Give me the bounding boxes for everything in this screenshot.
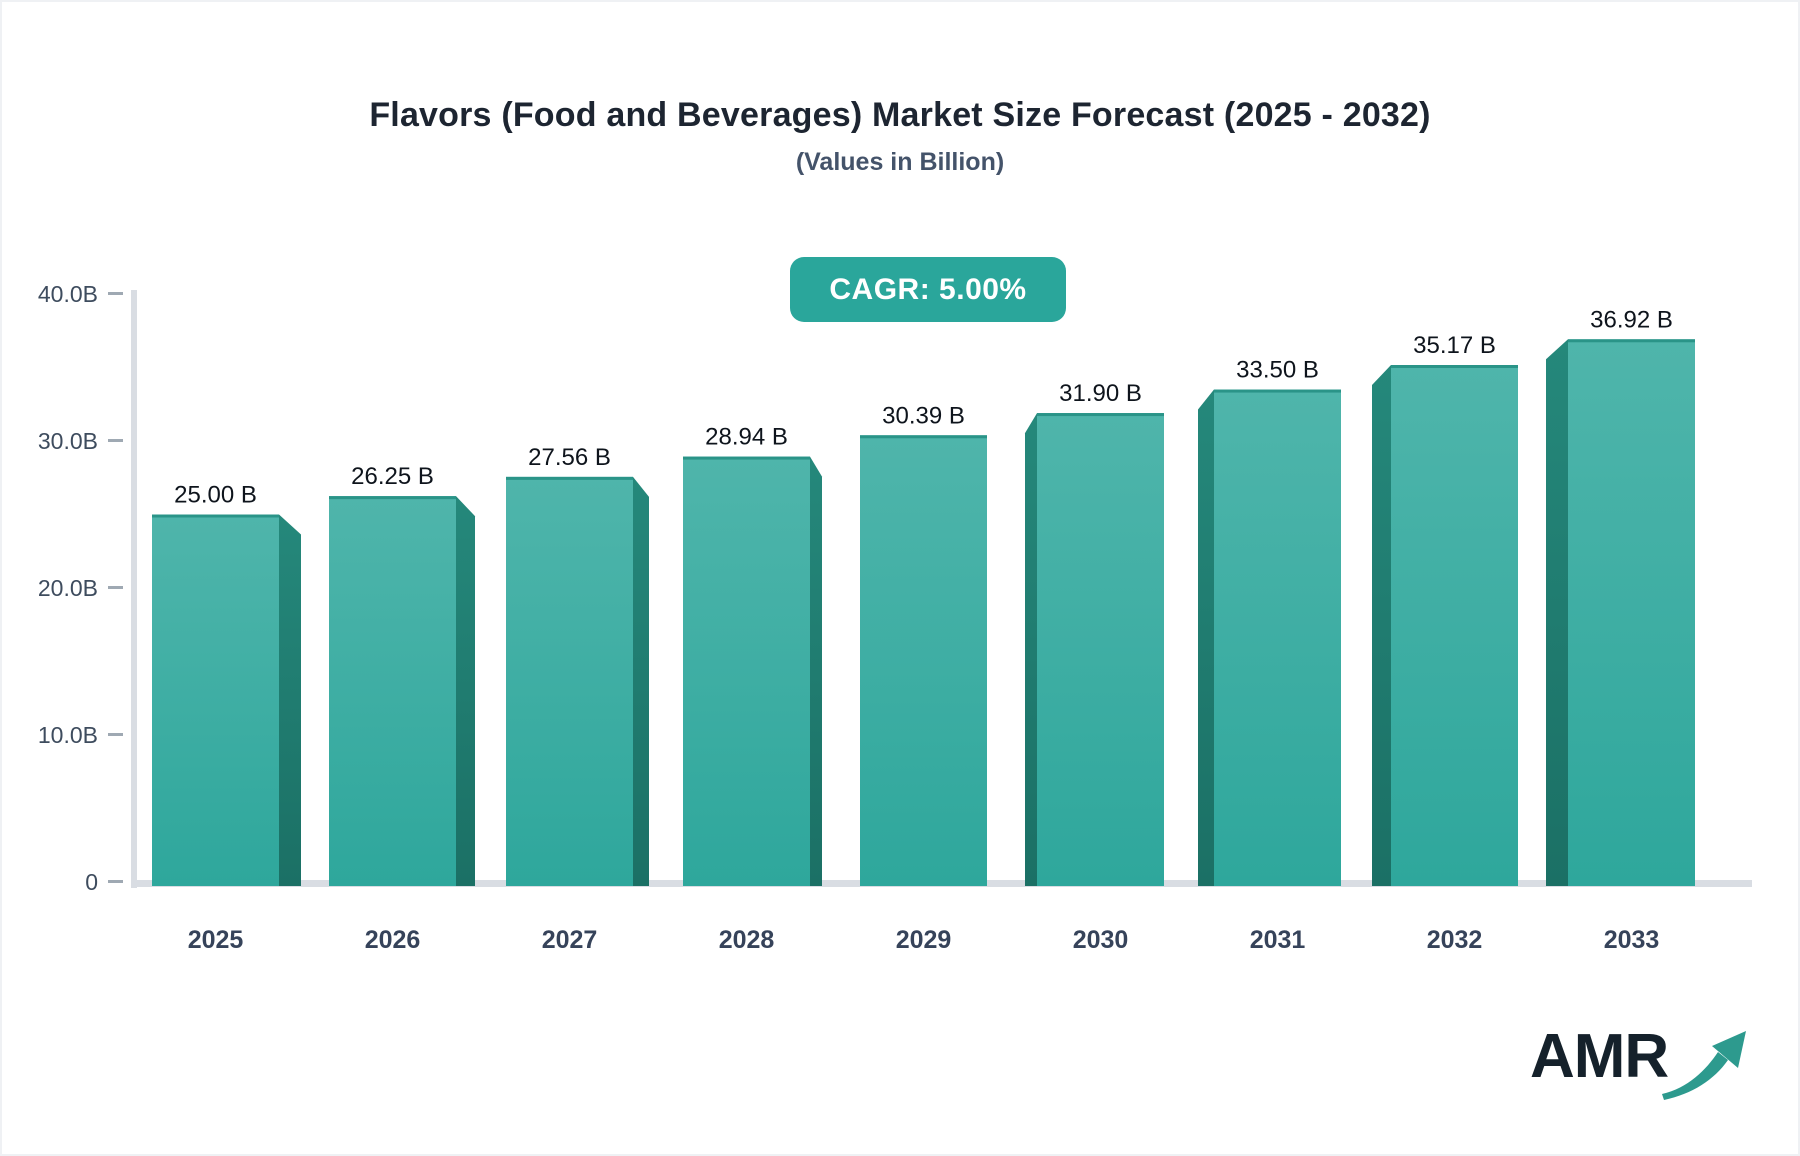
bar-top-edge: [152, 514, 279, 518]
bar-value-label: 35.17 B: [1413, 332, 1496, 359]
x-tick-label: 2029: [896, 926, 952, 954]
bar-value-label: 31.90 B: [1059, 380, 1142, 407]
y-tick-dash: [108, 733, 123, 736]
bar-value-label: 33.50 B: [1236, 357, 1319, 384]
x-tick-label: 2028: [719, 926, 775, 954]
y-tick-dash: [108, 292, 123, 295]
y-tick-label: 40.0B: [38, 281, 98, 307]
y-tick-label: 10.0B: [38, 722, 98, 748]
bar-side-face: [633, 476, 649, 886]
bar-side-face: [456, 496, 475, 886]
y-tick-dash: [108, 439, 123, 442]
y-axis-line: [131, 290, 137, 888]
y-tick-dash: [108, 586, 123, 589]
cagr-badge: CAGR: 5.00%: [790, 257, 1066, 322]
bar-top-edge: [1037, 413, 1164, 417]
bar-top-edge: [506, 476, 633, 480]
y-tick-label: 0: [85, 869, 98, 895]
bar-value-label: 25.00 B: [174, 482, 257, 509]
bar-side-face: [1372, 365, 1391, 887]
bar[interactable]: [329, 496, 456, 886]
x-tick-label: 2032: [1427, 926, 1483, 954]
y-tick-label: 30.0B: [38, 428, 98, 454]
bar-top-edge: [1214, 389, 1341, 393]
bar-value-label: 27.56 B: [528, 444, 611, 471]
cagr-badge-label: CAGR: 5.00%: [829, 272, 1027, 306]
bar-top-edge: [860, 435, 987, 439]
bar-side-face: [1198, 389, 1214, 886]
bar-top-edge: [329, 496, 456, 500]
chart-title: Flavors (Food and Beverages) Market Size…: [369, 96, 1431, 134]
bar-top-edge: [683, 456, 810, 460]
bar[interactable]: [683, 456, 810, 886]
y-tick-label: 20.0B: [38, 575, 98, 601]
x-tick-label: 2025: [188, 926, 244, 954]
bar[interactable]: [1214, 389, 1341, 886]
amr-logo-text: AMR: [1530, 1022, 1669, 1091]
x-tick-label: 2033: [1604, 926, 1660, 954]
bar-side-face: [279, 514, 301, 886]
x-tick-label: 2031: [1250, 926, 1306, 954]
bar[interactable]: [1037, 413, 1164, 886]
bar-side-face: [810, 456, 822, 886]
bar[interactable]: [1568, 339, 1695, 886]
bar[interactable]: [152, 514, 279, 887]
bar[interactable]: [1391, 365, 1518, 887]
bar[interactable]: [506, 476, 633, 886]
bar-side-face: [1025, 413, 1037, 886]
chart-subtitle: (Values in Billion): [795, 148, 1005, 176]
bar-value-label: 36.92 B: [1590, 306, 1673, 333]
bar-value-label: 30.39 B: [882, 402, 965, 429]
bar-top-edge: [1391, 365, 1518, 369]
x-tick-label: 2027: [542, 926, 598, 954]
x-tick-label: 2026: [365, 926, 421, 954]
bar-value-label: 28.94 B: [705, 424, 788, 451]
x-tick-label: 2030: [1073, 926, 1129, 954]
amr-logo: AMR: [1530, 1026, 1758, 1108]
y-tick-dash: [108, 880, 123, 883]
bar-side-face: [1546, 339, 1568, 886]
bar-top-edge: [1568, 339, 1695, 343]
amr-arrow-icon: [1662, 1031, 1747, 1100]
bar-value-label: 26.25 B: [351, 463, 434, 490]
bar[interactable]: [860, 435, 987, 886]
